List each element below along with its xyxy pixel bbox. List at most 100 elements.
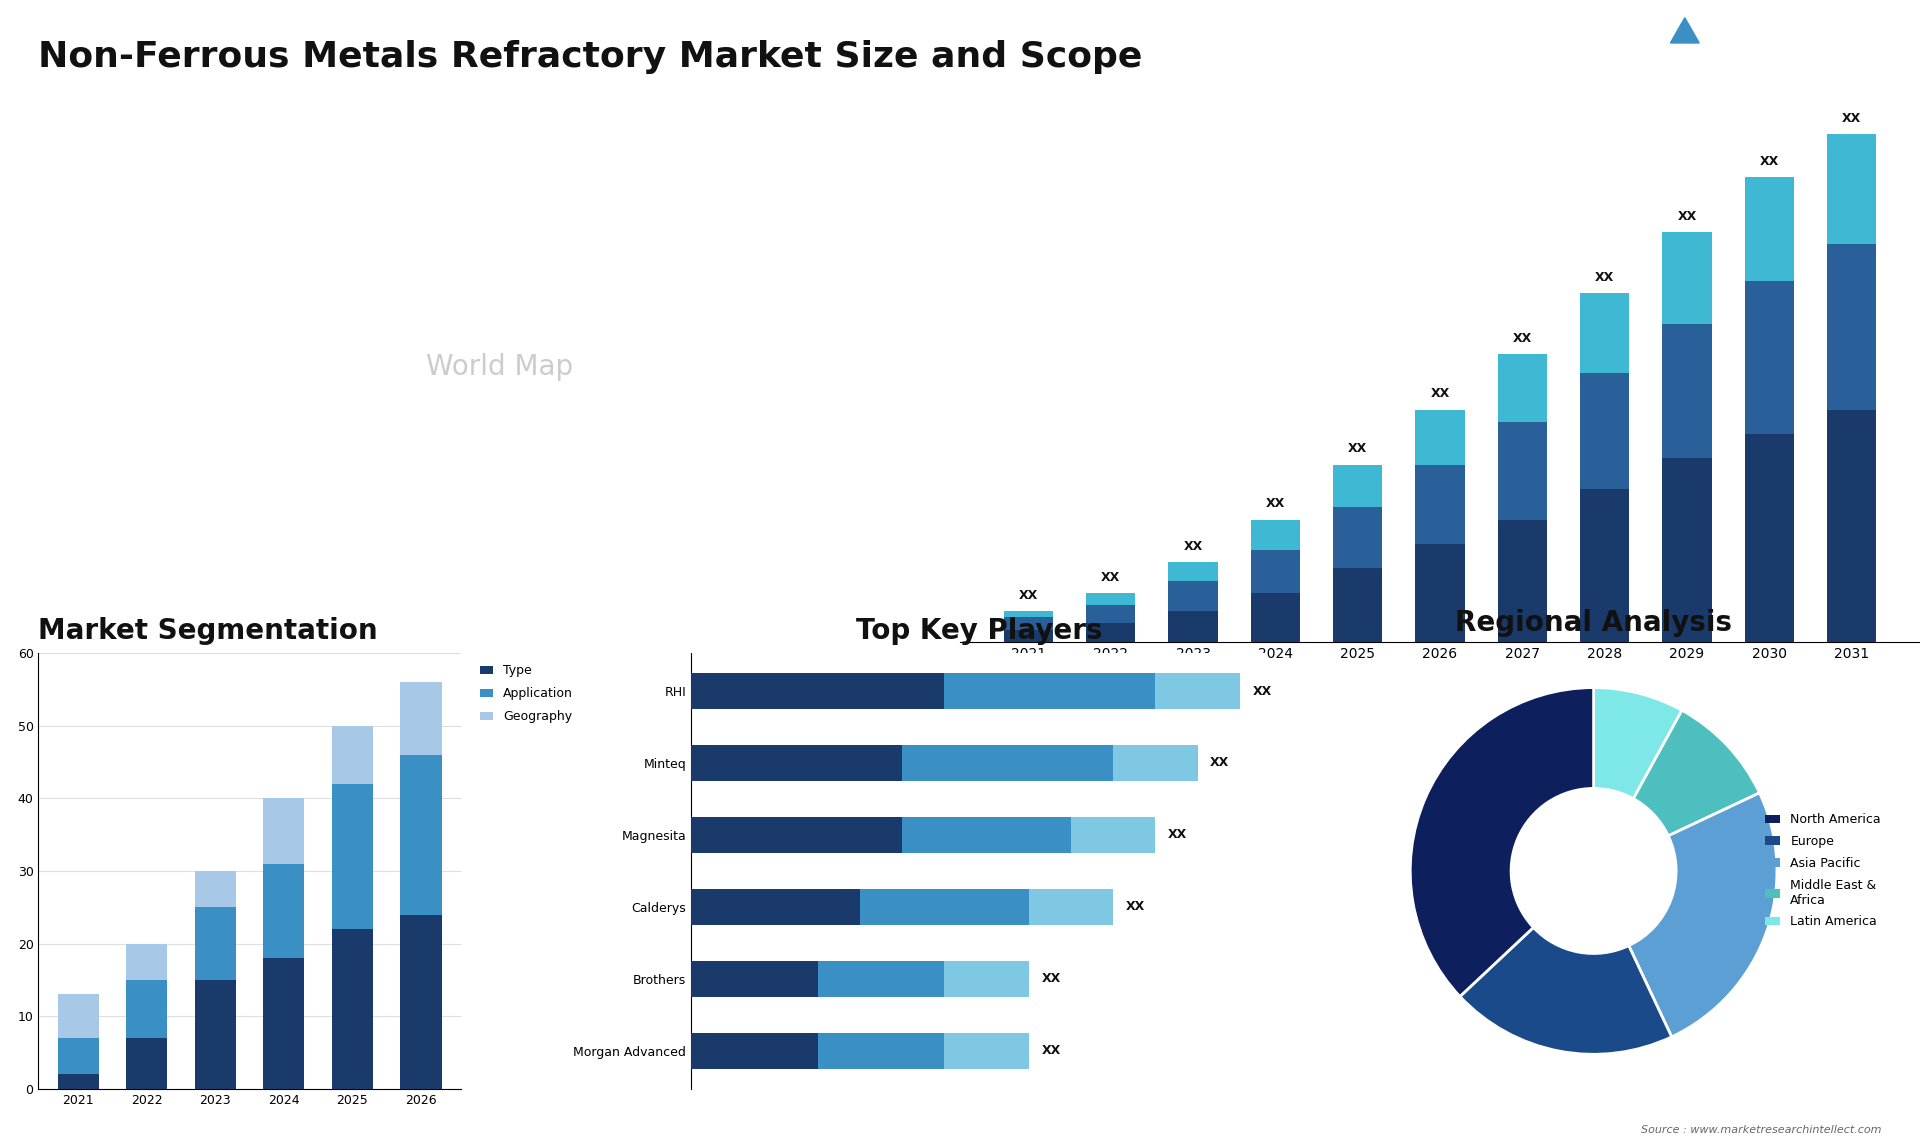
Bar [691,673,945,709]
Bar [1828,409,1876,642]
Bar [691,961,818,997]
Bar [1004,629,1052,642]
Bar [1663,233,1713,324]
Bar [1087,623,1135,642]
Bar [1071,817,1156,853]
Bar [194,980,236,1089]
Bar [860,889,1029,925]
Text: XX: XX [1041,1044,1060,1058]
Text: XX: XX [1761,155,1780,168]
Bar [1415,544,1465,642]
Text: XX: XX [1167,829,1187,841]
Bar [1250,550,1300,592]
Wedge shape [1628,793,1776,1037]
Text: XX: XX [1678,210,1697,223]
Bar [1415,409,1465,464]
Bar [1332,568,1382,642]
Bar [1580,489,1630,642]
Text: XX: XX [1183,540,1202,554]
Bar [127,980,167,1038]
Bar [1332,464,1382,508]
Bar [1498,354,1548,422]
Text: RESEARCH: RESEARCH [1720,74,1793,87]
Bar [332,725,372,784]
Text: Non-Ferrous Metals Refractory Market Size and Scope: Non-Ferrous Metals Refractory Market Siz… [38,40,1142,74]
Bar [1498,519,1548,642]
Bar [1087,605,1135,623]
Bar [691,745,902,780]
Bar [1167,581,1217,611]
Wedge shape [1634,711,1759,835]
Title: Regional Analysis: Regional Analysis [1455,609,1732,637]
Bar [1250,519,1300,550]
Bar [945,673,1156,709]
Text: XX: XX [1265,497,1284,510]
Bar [58,1038,98,1074]
Bar [127,943,167,980]
Wedge shape [1594,688,1682,799]
Bar [1580,293,1630,372]
Text: World Map: World Map [426,353,572,380]
Text: XX: XX [1513,332,1532,345]
Bar [1663,458,1713,642]
Bar [902,745,1114,780]
Bar [263,958,305,1089]
Bar [1580,372,1630,489]
Bar [127,1038,167,1089]
Bar [1663,324,1713,458]
Wedge shape [1411,688,1594,997]
Bar [332,784,372,929]
Bar [263,864,305,958]
Text: Source : www.marketresearchintellect.com: Source : www.marketresearchintellect.com [1642,1124,1882,1135]
Bar [1415,464,1465,544]
Bar [58,995,98,1038]
Bar [1332,508,1382,568]
Text: XX: XX [1100,571,1119,583]
Bar [1114,745,1198,780]
Text: XX: XX [1041,973,1060,986]
Wedge shape [1459,927,1672,1054]
Legend: North America, Europe, Asia Pacific, Middle East &
Africa, Latin America: North America, Europe, Asia Pacific, Mid… [1761,808,1885,934]
Bar [1167,611,1217,642]
Legend: Type, Application, Geography: Type, Application, Geography [476,659,578,729]
Text: XX: XX [1430,387,1450,400]
Bar [945,961,1029,997]
Bar [1828,244,1876,409]
Text: Market Segmentation: Market Segmentation [38,618,378,645]
Bar [194,871,236,908]
Bar [1745,281,1793,434]
Bar [1004,611,1052,618]
Bar [1087,592,1135,605]
Text: XX: XX [1348,442,1367,455]
Bar [263,799,305,864]
Bar [58,1074,98,1089]
Bar [818,961,945,997]
Bar [401,915,442,1089]
Text: XX: XX [1210,756,1229,769]
Bar [194,908,236,980]
Bar [1167,563,1217,581]
Text: MARKET: MARKET [1728,49,1786,62]
Text: XX: XX [1841,112,1860,125]
Bar [1250,592,1300,642]
Bar [1004,618,1052,629]
Text: XX: XX [1596,272,1615,284]
Bar [332,929,372,1089]
Bar [902,817,1071,853]
Text: XX: XX [1125,901,1144,913]
Bar [691,1033,818,1069]
Bar [1156,673,1240,709]
Title: Top Key Players: Top Key Players [856,618,1102,645]
Bar [1029,889,1114,925]
Bar [1745,178,1793,281]
Bar [401,755,442,915]
Bar [818,1033,945,1069]
Bar [1498,422,1548,519]
Bar [1828,134,1876,244]
Text: XX: XX [1020,589,1039,602]
Bar [945,1033,1029,1069]
Bar [1745,434,1793,642]
Text: INTELLECT: INTELLECT [1720,100,1793,112]
Bar [691,889,860,925]
Bar [691,817,902,853]
